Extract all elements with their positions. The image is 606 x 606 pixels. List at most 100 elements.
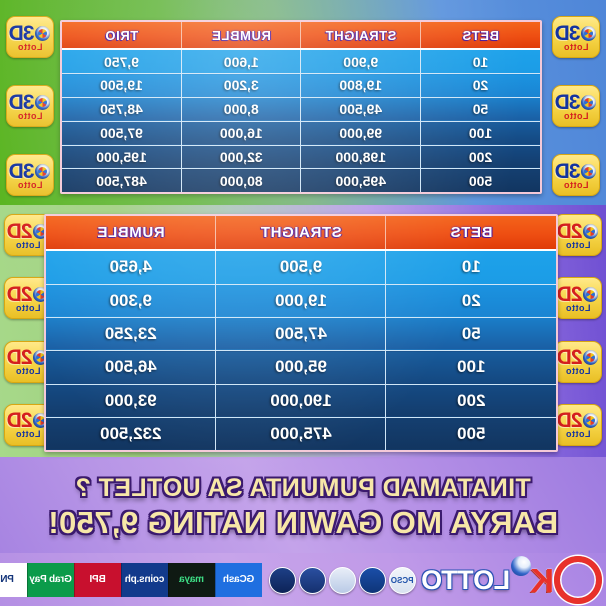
payment-logo-maya: maya — [167, 563, 215, 597]
badge-lotto-label: Lotto — [15, 429, 41, 440]
table-row: 200 198,000 32,000 195,000 — [62, 145, 540, 169]
payment-logo-bpi: BPI — [73, 563, 121, 597]
brand-lotto-word: LOTTO — [421, 564, 511, 595]
cell-bet-amount: 10 — [386, 250, 556, 285]
seal-pcso-icon: PCSO — [388, 566, 416, 594]
cell-rumble-payout: 232,500 — [46, 417, 216, 450]
badge-number: 2D — [7, 409, 33, 433]
cell-rumble-payout: 80,000 — [181, 168, 301, 192]
badge-lotto-label: Lotto — [565, 302, 591, 313]
cell-rumble-payout: 16,000 — [181, 121, 301, 146]
badge-lotto-label: Lotto — [565, 366, 591, 377]
cell-straight-payout: 19,000 — [216, 284, 386, 318]
lottery-ball-icon — [581, 25, 597, 41]
cell-trio-payout: 48,750 — [62, 97, 182, 122]
brand-letter-k: K — [530, 561, 554, 599]
headline-line-1: TINATAMAD PUMUNTA SA UOTLET ? — [75, 473, 531, 502]
lotto-badge-2d: 2D Lotto — [554, 403, 602, 446]
cell-rumble-payout: 1,600 — [181, 49, 301, 74]
cell-bet-amount: 200 — [420, 145, 540, 169]
lottery-ball-icon — [583, 413, 599, 429]
lotto-badge-3d: 3D Lotto — [6, 154, 54, 196]
badge-lotto-label: Lotto — [563, 41, 589, 52]
payment-logo-gcash: GCash — [214, 563, 262, 597]
badge-number: 2D — [557, 409, 583, 433]
badge-number: 2D — [557, 219, 583, 243]
payment-logo-coins: coins.ph — [120, 563, 168, 597]
column-header-bets: BETS — [386, 216, 556, 250]
badge-number: 2D — [7, 219, 33, 243]
badge-number: 2D — [557, 346, 583, 370]
letter-o-icon — [554, 556, 602, 604]
badge-lotto-label: Lotto — [17, 179, 43, 190]
badge-number: 2D — [7, 346, 33, 370]
cell-trio-payout: 19,500 — [62, 73, 182, 98]
headline-line-2: BARYA MO GAWIN NATING 9,750! — [47, 504, 559, 540]
lottery-ball-icon — [511, 556, 532, 576]
payout-table-3d-body: 10 9,900 1,600 9,750 20 19,800 3,200 19,500 50 49… — [62, 49, 540, 192]
cell-straight-payout: 49,500 — [301, 97, 421, 122]
table-row: 50 49,500 8,000 48,750 — [62, 97, 540, 122]
cell-bet-amount: 100 — [386, 350, 556, 385]
payout-table-3d-head: BETS STRAIGHT RUMBLE TRIO — [62, 22, 540, 49]
oklotto-logo: K LOTTO — [422, 556, 602, 604]
lottery-ball-icon — [35, 94, 51, 110]
cell-trio-payout: 97,500 — [62, 121, 182, 146]
payout-table-2d-head: BETS STRAIGHT RUMBLE — [46, 216, 556, 250]
cell-straight-payout: 99,000 — [301, 121, 421, 146]
cell-straight-payout: 475,000 — [216, 417, 386, 450]
seal-pagcor-icon — [328, 566, 356, 594]
lotto-badge-2d: 2D Lotto — [554, 214, 602, 256]
cell-bet-amount: 20 — [386, 284, 556, 318]
column-header-rumble: RUMBLE — [181, 22, 301, 49]
cell-bet-amount: 500 — [420, 168, 540, 192]
badge-lotto-label: Lotto — [563, 179, 589, 190]
table-row: 10 9,900 1,600 9,750 — [62, 49, 540, 74]
seal-shield-icon — [268, 566, 296, 594]
cell-rumble-payout: 46,500 — [46, 350, 216, 385]
cell-bet-amount: 50 — [386, 317, 556, 351]
table-row: 200 190,000 93,000 — [46, 384, 556, 418]
payout-table-2d: BETS STRAIGHT RUMBLE 10 9,500 4,650 20 19,000 9… — [44, 214, 558, 452]
payout-table-2d-grid: BETS STRAIGHT RUMBLE 10 9,500 4,650 20 19,000 9… — [46, 216, 556, 450]
table-row: 10 9,500 4,650 — [46, 250, 556, 285]
cell-rumble-payout: 23,250 — [46, 317, 216, 351]
lotto-badge-2d: 2D Lotto — [554, 277, 602, 320]
cell-straight-payout: 47,500 — [216, 317, 386, 351]
cell-bet-amount: 200 — [386, 384, 556, 418]
seal-ph-flag-icon — [358, 566, 386, 594]
lottery-ball-icon — [581, 163, 597, 179]
badge-lotto-label: Lotto — [15, 366, 41, 377]
government-seal-group: PCSO — [268, 566, 416, 594]
badge-lotto-label: Lotto — [565, 239, 591, 250]
cell-rumble-payout: 8,000 — [181, 97, 301, 122]
cell-rumble-payout: 32,000 — [181, 145, 301, 169]
table-row: 20 19,800 3,200 19,500 — [62, 73, 540, 98]
cell-straight-payout: 9,900 — [301, 49, 421, 74]
lottery-ball-icon — [581, 94, 597, 110]
payment-logo-pnb: PNB — [0, 563, 27, 597]
column-header-straight: STRAIGHT — [216, 216, 386, 250]
lotto-badge-3d: 3D Lotto — [552, 85, 600, 127]
lotto-badge-3d: 3D Lotto — [552, 154, 600, 196]
badge-lotto-label: Lotto — [565, 429, 591, 440]
column-header-rumble: RUMBLE — [46, 216, 216, 250]
cell-rumble-payout: 93,000 — [46, 384, 216, 418]
partner-logo-strip: K LOTTO PCSO GCash maya coins.ph BPI Grab Pa… — [0, 556, 606, 604]
cell-straight-payout: 19,800 — [301, 73, 421, 98]
table-row: 100 99,000 16,000 97,500 — [62, 121, 540, 146]
badge-number: 3D — [9, 21, 35, 45]
payment-logo-grabpay: Grab Pay — [26, 563, 74, 597]
cell-straight-payout: 95,000 — [216, 350, 386, 385]
cell-bet-amount: 50 — [420, 97, 540, 122]
column-header-bets: BETS — [420, 22, 540, 49]
payout-table-3d-grid: BETS STRAIGHT RUMBLE TRIO 10 9,900 1,600 9,750… — [62, 22, 540, 192]
table-row: 100 95,000 46,500 — [46, 350, 556, 385]
cell-straight-payout: 190,000 — [216, 384, 386, 418]
cell-rumble-payout: 3,200 — [181, 73, 301, 98]
table-row: 500 495,000 80,000 487,500 — [62, 168, 540, 192]
cell-bet-amount: 10 — [420, 49, 540, 74]
lotto-badge-3d: 3D Lotto — [6, 16, 54, 58]
badge-number: 3D — [555, 21, 581, 45]
